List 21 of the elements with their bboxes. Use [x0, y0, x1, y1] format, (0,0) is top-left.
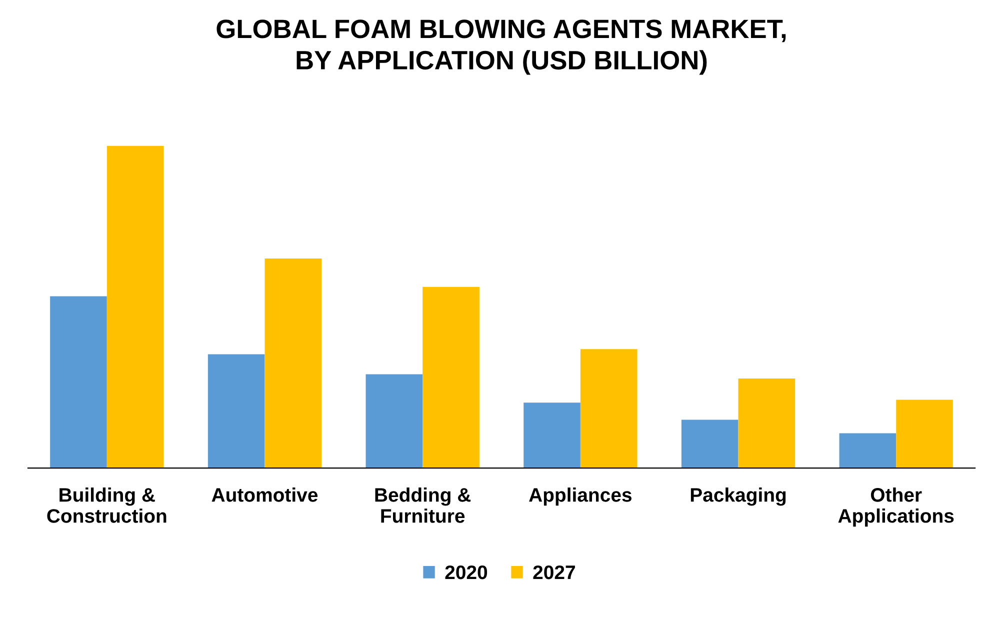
legend-label: 2027 — [533, 565, 575, 580]
bar — [524, 402, 580, 468]
bar — [738, 378, 796, 468]
bar — [839, 433, 896, 468]
x-tick-label: Building & Construction — [47, 488, 166, 523]
bar — [896, 400, 953, 468]
bar — [580, 349, 638, 468]
x-tick-label: Appliances — [529, 488, 632, 506]
bar — [106, 146, 164, 468]
bar — [681, 420, 738, 468]
bar — [422, 286, 480, 468]
x-tick-label: Bedding & Furniture — [375, 488, 471, 523]
bar — [366, 374, 423, 468]
bar — [264, 258, 322, 468]
legend-label: 2020 — [445, 565, 488, 580]
x-tick-label: Automotive — [212, 488, 318, 502]
bar — [208, 354, 265, 468]
x-tick-label: Other Applications — [838, 488, 954, 527]
bar — [50, 296, 107, 468]
x-tick-label: Packaging — [690, 488, 786, 506]
chart-title: GLOBAL FOAM BLOWING AGENTS MARKET, BY APPLICATION (USD BILLION) — [216, 20, 786, 75]
